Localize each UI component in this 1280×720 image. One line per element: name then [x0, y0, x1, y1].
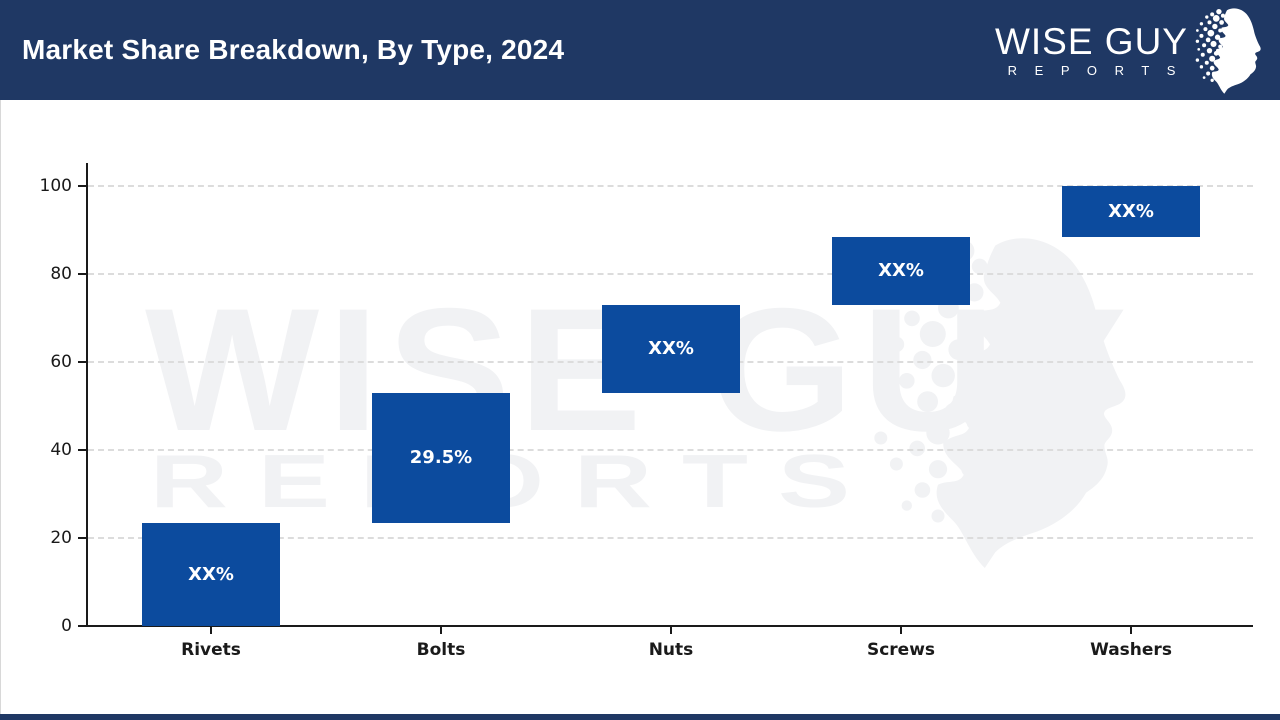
y-tick-40	[78, 449, 86, 451]
page-title: Market Share Breakdown, By Type, 2024	[22, 34, 565, 65]
x-tick-washers	[1130, 627, 1132, 634]
y-axis-line	[86, 163, 88, 626]
bar-washers: XX%	[1062, 186, 1200, 237]
gridline-100	[88, 185, 1253, 187]
x-axis-line	[86, 625, 1253, 627]
y-tick-label-60: 60	[50, 352, 72, 372]
bar-label-nuts: XX%	[648, 338, 694, 360]
page-left-border	[0, 100, 1, 714]
y-tick-label-40: 40	[50, 440, 72, 460]
logo-reports-text: R E P O R T S	[1007, 62, 1183, 78]
x-tick-label-bolts: Bolts	[416, 640, 466, 660]
bar-label-screws: XX%	[878, 260, 924, 282]
x-tick-nuts	[670, 627, 672, 634]
logo-wiseguy-text: WISE GUY	[994, 20, 1188, 62]
y-tick-20	[78, 537, 86, 539]
bar-label-bolts: 29.5%	[409, 447, 473, 469]
y-tick-100	[78, 185, 86, 187]
y-tick-label-100: 100	[39, 176, 72, 196]
y-tick-label-20: 20	[50, 528, 72, 548]
bar-screws: XX%	[832, 236, 970, 305]
x-tick-label-nuts: Nuts	[648, 640, 694, 660]
bar-label-rivets: XX%	[188, 563, 234, 585]
y-tick-label-80: 80	[50, 264, 72, 284]
y-tick-label-0: 0	[61, 616, 72, 636]
header-bar: Market Share Breakdown, By Type, 2024 WI…	[0, 0, 1280, 100]
wise-guy-reports-logo: WISE GUY R E P O R T S	[995, 6, 1266, 94]
x-tick-label-screws: Screws	[866, 640, 936, 660]
footer-bar	[0, 714, 1280, 720]
y-tick-80	[78, 273, 86, 275]
gridline-40	[88, 449, 1253, 451]
bar-label-washers: XX%	[1108, 200, 1154, 222]
logo-text: WISE GUY R E P O R T S	[995, 23, 1188, 78]
y-tick-0	[78, 625, 86, 627]
logo-head-icon	[1195, 8, 1261, 94]
bar-rivets: XX%	[142, 522, 280, 626]
x-tick-bolts	[440, 627, 442, 634]
x-tick-label-washers: Washers	[1090, 640, 1172, 660]
bar-nuts: XX%	[602, 304, 740, 393]
x-tick-label-rivets: Rivets	[181, 640, 241, 660]
gridline-20	[88, 537, 1253, 539]
x-tick-rivets	[210, 627, 212, 634]
bar-bolts: 29.5%	[372, 392, 510, 523]
x-tick-screws	[900, 627, 902, 634]
y-tick-60	[78, 361, 86, 363]
gridline-80	[88, 273, 1253, 275]
